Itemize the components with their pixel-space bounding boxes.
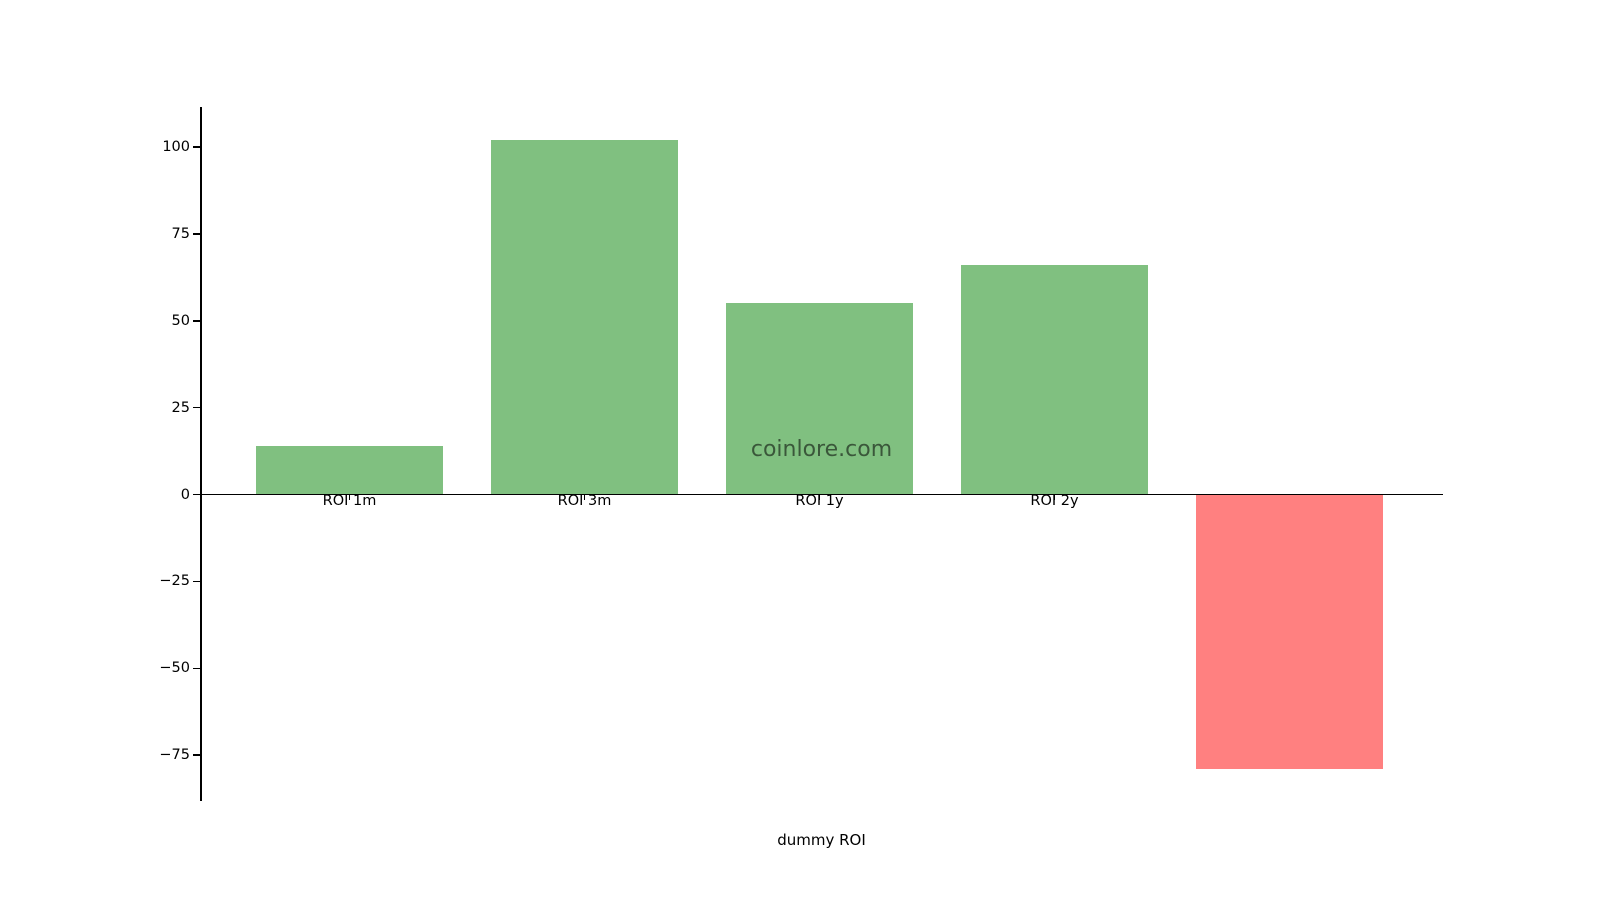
y-tick-mark	[193, 580, 200, 583]
y-tick-label: 75	[171, 225, 190, 242]
x-tick-mark	[818, 495, 821, 500]
y-tick-label: 0	[180, 486, 190, 503]
bar-roi-negative	[1196, 494, 1383, 770]
y-tick-label: 25	[171, 399, 190, 416]
y-tick-label: −25	[159, 573, 190, 590]
y-tick-label: 100	[162, 139, 190, 155]
x-tick-mark	[1053, 495, 1056, 500]
x-axis-title: dummy ROI	[777, 831, 866, 849]
x-tick-label: ROI 3m	[557, 493, 612, 509]
y-tick-mark	[193, 667, 200, 669]
y-tick-mark	[193, 320, 200, 322]
y-tick-mark	[193, 493, 200, 496]
y-tick-mark	[193, 754, 200, 756]
x-tick-label: ROI 1m	[322, 493, 377, 509]
y-tick-mark	[193, 406, 200, 409]
x-tick-mark	[583, 495, 586, 500]
y-tick-label: 50	[171, 312, 190, 329]
watermark-text: coinlore.com	[750, 437, 893, 462]
bar-roi-1m	[256, 445, 443, 495]
y-axis-line	[200, 107, 202, 801]
y-tick-mark	[193, 233, 200, 235]
bar-roi-1y	[726, 303, 913, 495]
x-axis-zero-line	[200, 493, 1443, 496]
y-tick-mark	[193, 146, 200, 148]
bar-roi-3m	[491, 140, 678, 495]
y-tick-label: −50	[159, 660, 190, 677]
x-tick-mark	[348, 495, 351, 500]
x-tick-label: ROI 1y	[795, 493, 844, 509]
y-tick-label: −75	[159, 747, 190, 764]
bar-roi-2y	[961, 265, 1148, 495]
x-tick-label: ROI 2y	[1030, 493, 1079, 509]
